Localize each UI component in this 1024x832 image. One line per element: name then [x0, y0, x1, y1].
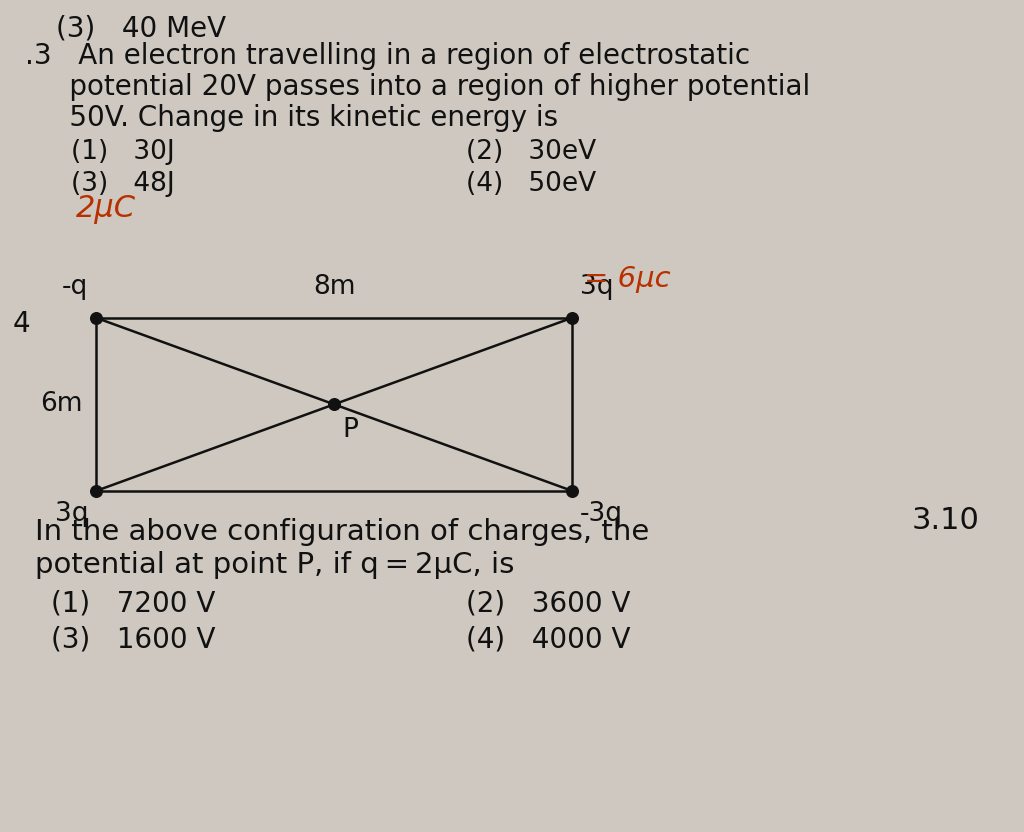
- Text: 8m: 8m: [313, 274, 355, 300]
- Text: (3)   40 MeV: (3) 40 MeV: [55, 15, 226, 43]
- Text: potential at point P, if q = 2μC, is: potential at point P, if q = 2μC, is: [36, 551, 515, 579]
- Text: .3   An electron travelling in a region of electrostatic: .3 An electron travelling in a region of…: [26, 42, 751, 70]
- Text: (3)   48J: (3) 48J: [71, 171, 175, 196]
- Text: = 6μc: = 6μc: [585, 265, 671, 293]
- Text: 3q: 3q: [54, 501, 88, 527]
- Text: 6m: 6m: [41, 391, 83, 418]
- Text: potential 20V passes into a region of higher potential: potential 20V passes into a region of hi…: [26, 73, 811, 102]
- Text: (4)   50eV: (4) 50eV: [466, 171, 596, 196]
- Text: 3q: 3q: [581, 274, 613, 300]
- Text: 50V. Change in its kinetic energy is: 50V. Change in its kinetic energy is: [26, 104, 558, 132]
- Text: (1)   7200 V: (1) 7200 V: [50, 589, 215, 617]
- Text: (4)   4000 V: (4) 4000 V: [466, 626, 630, 654]
- Point: [88, 484, 104, 498]
- Point: [88, 311, 104, 324]
- Text: 2μC: 2μC: [76, 195, 136, 224]
- Text: 4: 4: [12, 310, 30, 338]
- Text: (2)   3600 V: (2) 3600 V: [466, 589, 630, 617]
- Text: -q: -q: [61, 274, 88, 300]
- Point: [326, 398, 342, 411]
- Text: (2)   30eV: (2) 30eV: [466, 139, 596, 165]
- Text: 3.10: 3.10: [911, 506, 979, 535]
- Text: P: P: [342, 417, 358, 443]
- Point: [564, 484, 581, 498]
- Text: (3)   1600 V: (3) 1600 V: [50, 626, 215, 654]
- Text: -3q: -3q: [581, 501, 624, 527]
- Point: [564, 311, 581, 324]
- Text: (1)   30J: (1) 30J: [71, 139, 175, 165]
- Text: In the above configuration of charges, the: In the above configuration of charges, t…: [36, 518, 649, 547]
